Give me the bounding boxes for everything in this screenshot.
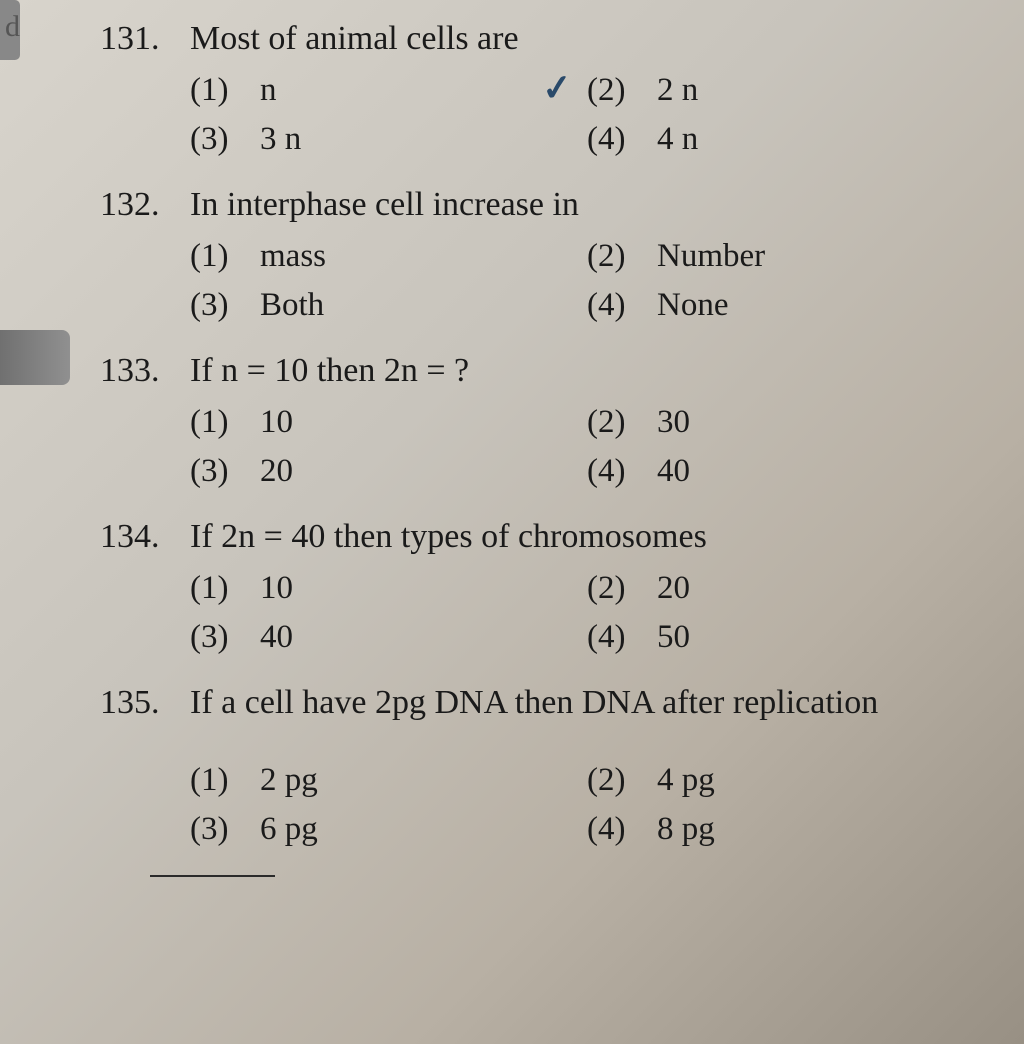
option-text: 6 pg [260,811,318,848]
question-header: 132. In interphase cell increase in [100,186,964,224]
option-1: (1) 10 [190,404,567,441]
option-2: (2) 20 [587,570,964,607]
option-4: (4) 8 pg [587,811,964,848]
option-number: (1) [190,762,260,799]
question-133: 133. If n = 10 then 2n = ? (1) 10 (2) 30… [100,352,964,490]
option-text: Number [657,238,765,275]
question-132: 132. In interphase cell increase in (1) … [100,186,964,324]
option-number: (4) [587,811,657,848]
option-text: 3 n [260,121,301,158]
option-text: 4 n [657,121,698,158]
option-text: 40 [260,619,293,656]
option-text: 10 [260,570,293,607]
option-text: 4 pg [657,762,715,799]
option-number: (4) [587,121,657,158]
option-text: 20 [260,453,293,490]
option-text: mass [260,238,326,275]
options-grid: (1) mass (2) Number (3) Both (4) None [190,238,964,324]
question-header: 133. If n = 10 then 2n = ? [100,352,964,390]
option-text: 2 n [657,72,698,109]
checkmark-icon: ✓ [540,66,574,110]
question-text: In interphase cell increase in [190,186,579,224]
option-text: 10 [260,404,293,441]
option-number: (2) [587,762,657,799]
option-text: 50 [657,619,690,656]
option-text: n [260,72,277,109]
option-1: (1) 2 pg [190,762,567,799]
question-number: 134. [100,518,190,556]
option-1: (1) 10 [190,570,567,607]
option-4: (4) 50 [587,619,964,656]
option-text: 40 [657,453,690,490]
blank-line [150,875,275,877]
option-number: (1) [190,72,260,109]
option-number: (2) [587,238,657,275]
option-number: (2) [587,404,657,441]
option-number: (3) [190,619,260,656]
question-134: 134. If 2n = 40 then types of chromosome… [100,518,964,656]
option-text: None [657,287,728,324]
option-text: 2 pg [260,762,318,799]
option-3: (3) 20 [190,453,567,490]
option-4: (4) 40 [587,453,964,490]
option-3: (3) 3 n [190,121,567,158]
option-1: (1) mass [190,238,567,275]
option-number: (4) [587,453,657,490]
option-number: (4) [587,619,657,656]
question-text: Most of animal cells are [190,20,519,58]
option-3: (3) Both [190,287,567,324]
option-number: (4) [587,287,657,324]
question-number: 135. [100,684,190,722]
option-number: (2) [587,570,657,607]
option-2: (2) 30 [587,404,964,441]
option-number: (1) [190,238,260,275]
option-number: (1) [190,570,260,607]
question-131: 131. Most of animal cells are (1) n ✓ (2… [100,20,964,158]
question-text: If n = 10 then 2n = ? [190,352,469,390]
option-number: (2) [587,72,657,109]
option-1: (1) n [190,72,567,109]
question-text: If 2n = 40 then types of chromosomes [190,518,707,556]
options-grid: (1) 10 (2) 30 (3) 20 (4) 40 [190,404,964,490]
option-4: (4) 4 n [587,121,964,158]
option-text: 20 [657,570,690,607]
options-grid: (1) 2 pg (2) 4 pg (3) 6 pg (4) 8 pg [190,762,964,848]
option-number: (3) [190,811,260,848]
page-content: 131. Most of animal cells are (1) n ✓ (2… [0,0,1024,896]
option-2: ✓ (2) 2 n [587,72,964,109]
option-3: (3) 40 [190,619,567,656]
option-2: (2) 4 pg [587,762,964,799]
option-3: (3) 6 pg [190,811,567,848]
option-text: 8 pg [657,811,715,848]
option-4: (4) None [587,287,964,324]
options-grid: (1) n ✓ (2) 2 n (3) 3 n (4) 4 n [190,72,964,158]
question-number: 133. [100,352,190,390]
option-number: (1) [190,404,260,441]
option-number: (3) [190,453,260,490]
option-text: 30 [657,404,690,441]
option-number: (3) [190,287,260,324]
question-header: 135. If a cell have 2pg DNA then DNA aft… [100,684,964,722]
question-135: 135. If a cell have 2pg DNA then DNA aft… [100,684,964,848]
question-header: 131. Most of animal cells are [100,20,964,58]
option-text: Both [260,287,324,324]
question-number: 132. [100,186,190,224]
question-header: 134. If 2n = 40 then types of chromosome… [100,518,964,556]
option-2: (2) Number [587,238,964,275]
option-number: (3) [190,121,260,158]
question-text: If a cell have 2pg DNA then DNA after re… [190,684,878,722]
options-grid: (1) 10 (2) 20 (3) 40 (4) 50 [190,570,964,656]
question-number: 131. [100,20,190,58]
